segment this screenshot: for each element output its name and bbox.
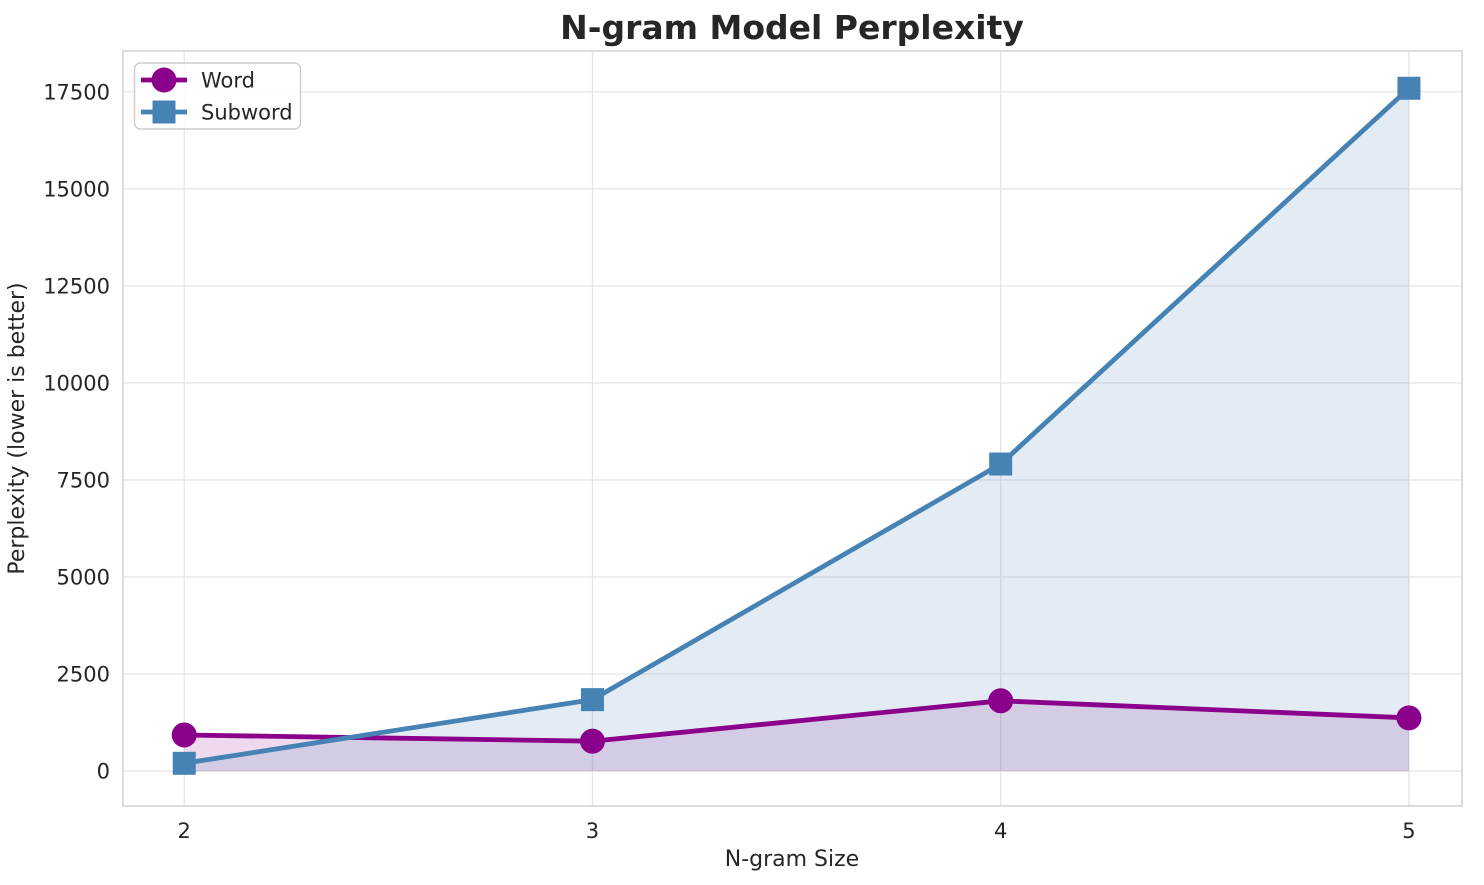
legend-item-word: Word	[141, 67, 255, 93]
line-word	[181, 698, 1412, 744]
plot-border	[122, 50, 1463, 807]
x-tick-label: 2	[178, 819, 191, 843]
marker-subword	[172, 751, 196, 775]
area-fill-word	[184, 700, 1409, 772]
y-tick-label: 10000	[43, 371, 110, 395]
marker-word	[988, 688, 1014, 714]
legend-entry-label: Subword	[201, 101, 293, 125]
area-fill-layer	[184, 88, 1409, 772]
x-tick-label: 5	[1402, 819, 1415, 843]
y-tick-label: 0	[97, 760, 110, 784]
marker-subword	[580, 688, 604, 712]
y-tick-label: 17500	[43, 80, 110, 104]
marker-word	[171, 722, 197, 748]
y-tick-label: 12500	[43, 274, 110, 298]
marker-word	[579, 728, 605, 754]
legend: Word Subword	[133, 62, 302, 130]
legend-entry-label: Word	[201, 69, 255, 93]
series-layer	[171, 76, 1422, 775]
y-tick-label: 2500	[57, 663, 110, 687]
legend-circle-marker-icon	[151, 67, 177, 93]
x-tick-label: 3	[586, 819, 599, 843]
area-fill-subword	[184, 88, 1409, 772]
marker-subword	[1397, 76, 1421, 100]
y-tick-label: 7500	[57, 468, 110, 492]
x-axis-label: N-gram Size	[725, 847, 859, 872]
legend-square-marker-icon	[152, 100, 176, 124]
y-tick-label: 15000	[43, 177, 110, 201]
line-subword	[181, 85, 1412, 766]
chart-title: N-gram Model Perplexity	[560, 8, 1024, 47]
x-tick-labels: 2 3 4 5	[178, 819, 1416, 843]
axes-spines	[122, 50, 1463, 807]
y-tick-label: 5000	[57, 565, 110, 589]
marker-word	[1396, 705, 1422, 731]
grid-layer	[123, 51, 1462, 806]
legend-item-subword: Subword	[141, 100, 293, 125]
y-axis-label: Perplexity (lower is better)	[5, 282, 30, 574]
y-tick-labels: 0 2500 5000 7500 10000 12500 15000 17500	[43, 80, 110, 783]
x-tick-label: 4	[994, 819, 1007, 843]
marker-subword	[989, 452, 1013, 476]
